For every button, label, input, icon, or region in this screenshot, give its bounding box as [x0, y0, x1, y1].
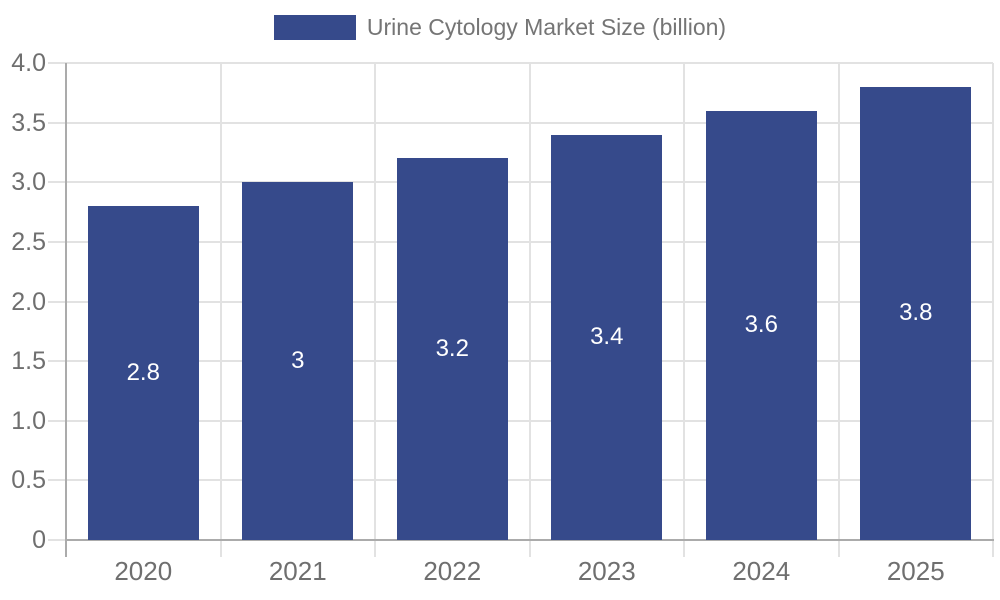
bar-2024 — [705, 110, 817, 540]
x-gridline — [219, 63, 222, 557]
x-gridline — [683, 63, 685, 557]
bar-2021 — [242, 182, 354, 540]
bar-2025 — [860, 86, 972, 540]
y-tick-label: 0 — [32, 526, 46, 554]
bar-value-label: 2.8 — [126, 359, 160, 387]
bar-value-label: 3.2 — [435, 335, 469, 363]
y-gridline — [48, 240, 993, 243]
x-gridline — [837, 63, 840, 557]
bar-value-label: 3.6 — [744, 311, 778, 339]
y-tick-label: 0.5 — [11, 466, 46, 495]
y-axis-line — [65, 63, 67, 557]
x-tick-label: 2022 — [423, 556, 482, 586]
x-gridline — [374, 63, 376, 557]
bar-value-label: 3 — [291, 347, 305, 375]
y-gridline — [48, 479, 993, 482]
bar-2022 — [396, 158, 508, 540]
y-tick-label: 3.0 — [11, 168, 46, 197]
bar-2023 — [551, 134, 663, 540]
chart-legend[interactable]: Urine Cytology Market Size (billion) — [0, 15, 1000, 40]
bar-value-label: 3.8 — [899, 299, 933, 327]
y-gridline — [48, 419, 993, 422]
y-gridline — [48, 181, 993, 184]
x-tick-label: 2023 — [577, 556, 636, 586]
y-gridline — [48, 62, 993, 64]
x-gridline — [992, 63, 994, 557]
y-tick-label: 3.5 — [11, 108, 46, 137]
bar-2020 — [87, 206, 199, 540]
y-gridline — [48, 300, 993, 303]
y-tick-label: 4.0 — [11, 49, 46, 77]
y-gridline — [48, 121, 993, 124]
x-tick-label: 2020 — [114, 556, 173, 586]
y-tick-label: 2.5 — [11, 227, 46, 256]
legend-swatch — [273, 15, 356, 40]
x-tick-label: 2024 — [732, 556, 791, 586]
bar-value-label: 3.4 — [590, 323, 624, 351]
legend-label: Urine Cytology Market Size (billion) — [366, 14, 727, 40]
x-axis-line — [65, 539, 994, 541]
y-gridline — [48, 360, 993, 363]
y-tick-label: 1.0 — [11, 406, 46, 435]
y-tick-label: 2.0 — [11, 287, 46, 316]
x-gridline — [528, 63, 531, 557]
y-tick-label: 1.5 — [11, 347, 46, 376]
x-tick-label: 2025 — [886, 556, 945, 586]
x-tick-label: 2021 — [268, 556, 327, 586]
